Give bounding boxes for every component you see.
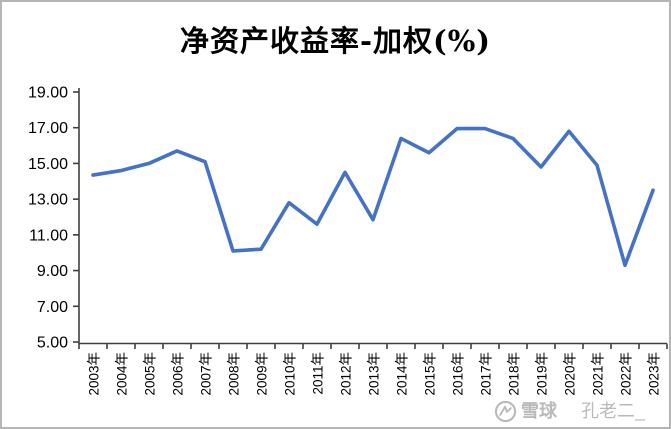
chart-title: 净资产收益率-加权(%)	[179, 24, 492, 58]
x-axis-label: 2015年	[423, 352, 438, 396]
x-axis-label: 2003年	[87, 352, 102, 396]
x-axis-label: 2022年	[619, 352, 634, 396]
x-axis-label: 2020年	[563, 352, 578, 396]
x-axis-label: 2008年	[227, 352, 242, 396]
y-axis-label: 9.00	[37, 263, 68, 280]
x-axis-label: 2005年	[143, 352, 158, 396]
y-axis-label: 17.00	[28, 120, 68, 137]
roe-line-series	[91, 126, 655, 268]
x-axis-label: 2007年	[199, 352, 214, 396]
x-axis-label: 2016年	[451, 352, 466, 396]
x-axis-label: 2019年	[535, 352, 550, 396]
x-axis-label: 2012年	[339, 352, 354, 396]
y-axis-label: 7.00	[37, 299, 68, 316]
x-axis-label: 2004年	[115, 352, 130, 396]
x-axis-label: 2009年	[255, 352, 270, 396]
x-axis-label: 2010年	[283, 352, 298, 396]
y-axis-label: 13.00	[28, 192, 68, 209]
y-axis-label: 19.00	[28, 85, 68, 102]
x-axis-label: 2013年	[367, 352, 382, 396]
x-axis-label: 2018年	[507, 352, 522, 396]
y-axis-label: 15.00	[28, 156, 68, 173]
x-axis-label: 2023年	[647, 352, 662, 396]
x-axis-label: 2021年	[591, 352, 606, 396]
x-axis-label: 2006年	[171, 352, 186, 396]
y-axis-label: 5.00	[37, 335, 68, 352]
x-axis-label: 2017年	[479, 352, 494, 396]
y-axis-label: 11.00	[29, 227, 68, 244]
x-axis-label: 2014年	[395, 352, 410, 396]
x-axis-label: 2011年	[311, 352, 326, 395]
